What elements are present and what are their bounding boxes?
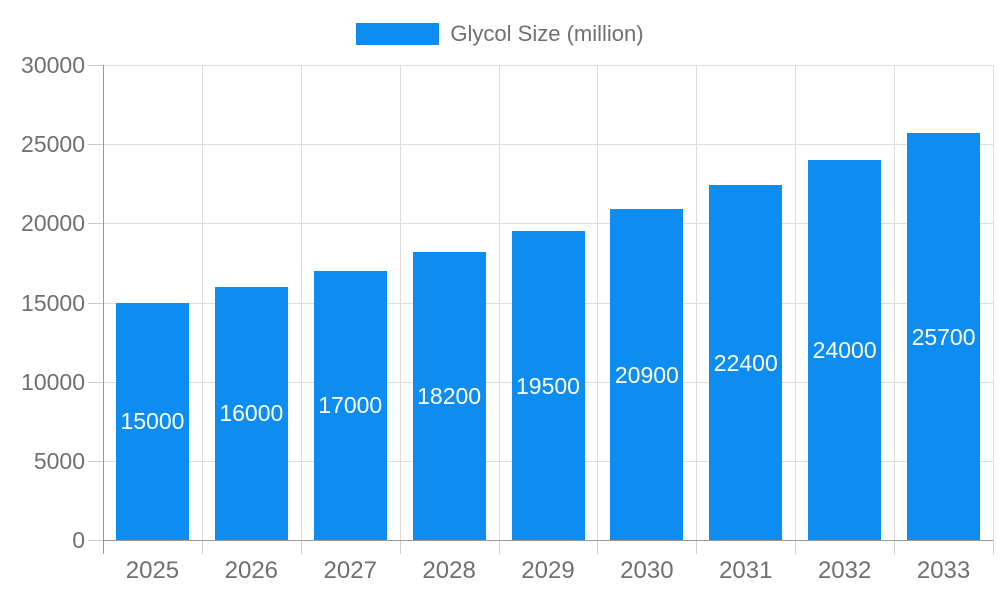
bar-2027: 17000 bbox=[313, 270, 387, 540]
legend-item[interactable]: Glycol Size (million) bbox=[356, 21, 644, 47]
gridline-vertical bbox=[696, 65, 698, 540]
x-axis-label: 2028 bbox=[422, 557, 476, 584]
x-axis-label: 2030 bbox=[620, 557, 674, 584]
bar-value-label: 16000 bbox=[219, 400, 284, 427]
bar-2029: 19500 bbox=[511, 231, 585, 540]
x-axis-tick bbox=[993, 540, 994, 554]
gridline-vertical bbox=[399, 65, 401, 540]
legend-label: Glycol Size (million) bbox=[450, 21, 644, 46]
x-axis-label: 2027 bbox=[323, 557, 377, 584]
bar-2032: 24000 bbox=[808, 160, 882, 540]
x-axis-label: 2025 bbox=[125, 557, 180, 584]
bar-value-label: 19500 bbox=[516, 372, 580, 399]
bar-2025: 15000 bbox=[115, 302, 189, 540]
legend-swatch-icon bbox=[356, 23, 440, 45]
x-axis-label: 2026 bbox=[224, 557, 279, 584]
y-axis-label: 5000 bbox=[33, 447, 85, 474]
bar-2028: 18200 bbox=[412, 251, 486, 540]
x-axis-tick bbox=[597, 540, 599, 554]
x-axis-label: 2029 bbox=[521, 557, 575, 584]
x-axis-tick bbox=[300, 540, 302, 554]
y-axis-tick bbox=[88, 223, 103, 225]
y-axis-line bbox=[103, 65, 104, 554]
gridline-horizontal bbox=[103, 144, 993, 146]
x-axis-label: 2032 bbox=[817, 557, 872, 584]
y-axis-tick bbox=[88, 65, 103, 66]
y-axis-tick bbox=[88, 540, 103, 541]
bar-2030: 20900 bbox=[610, 209, 684, 540]
bar-value-label: 22400 bbox=[713, 349, 778, 376]
bar-value-label: 17000 bbox=[318, 392, 383, 419]
x-axis-line bbox=[103, 540, 993, 541]
x-axis-tick bbox=[498, 540, 500, 554]
y-axis-tick bbox=[88, 144, 103, 146]
bar-value-label: 20900 bbox=[614, 361, 679, 388]
y-axis-tick bbox=[88, 302, 103, 304]
y-axis-tick bbox=[88, 381, 103, 383]
y-axis-label: 30000 bbox=[21, 52, 85, 78]
x-axis-label: 2033 bbox=[916, 557, 971, 584]
y-axis-label: 20000 bbox=[21, 210, 85, 237]
y-axis-tick bbox=[88, 460, 103, 462]
gridline-vertical bbox=[795, 65, 797, 540]
y-axis-label: 0 bbox=[72, 527, 85, 553]
bar-value-label: 24000 bbox=[812, 337, 877, 363]
y-axis-label: 10000 bbox=[21, 368, 85, 395]
x-axis-tick bbox=[399, 540, 401, 554]
bar-2026: 16000 bbox=[214, 286, 288, 540]
gridline-horizontal bbox=[103, 223, 993, 225]
x-axis-tick bbox=[201, 540, 203, 554]
gridline-vertical bbox=[498, 65, 500, 540]
x-axis-tick bbox=[795, 540, 797, 554]
bar-value-label: 15000 bbox=[120, 408, 185, 435]
gridline-vertical bbox=[894, 65, 896, 540]
y-axis-label: 15000 bbox=[21, 289, 85, 316]
x-axis-tick bbox=[894, 540, 896, 554]
legend: Glycol Size (million) bbox=[0, 21, 1000, 47]
bar-value-label: 25700 bbox=[911, 323, 976, 350]
bar-2033: 25700 bbox=[907, 133, 981, 540]
x-axis-label: 2031 bbox=[719, 557, 773, 584]
gridline-horizontal bbox=[103, 65, 993, 66]
bar-value-label: 18200 bbox=[417, 382, 482, 409]
gridline-vertical bbox=[300, 65, 302, 540]
bar-2031: 22400 bbox=[709, 185, 783, 540]
gridline-vertical bbox=[201, 65, 203, 540]
gridline-vertical bbox=[993, 65, 994, 540]
gridline-vertical bbox=[597, 65, 599, 540]
x-axis-tick bbox=[696, 540, 698, 554]
y-axis-label: 25000 bbox=[21, 131, 85, 158]
